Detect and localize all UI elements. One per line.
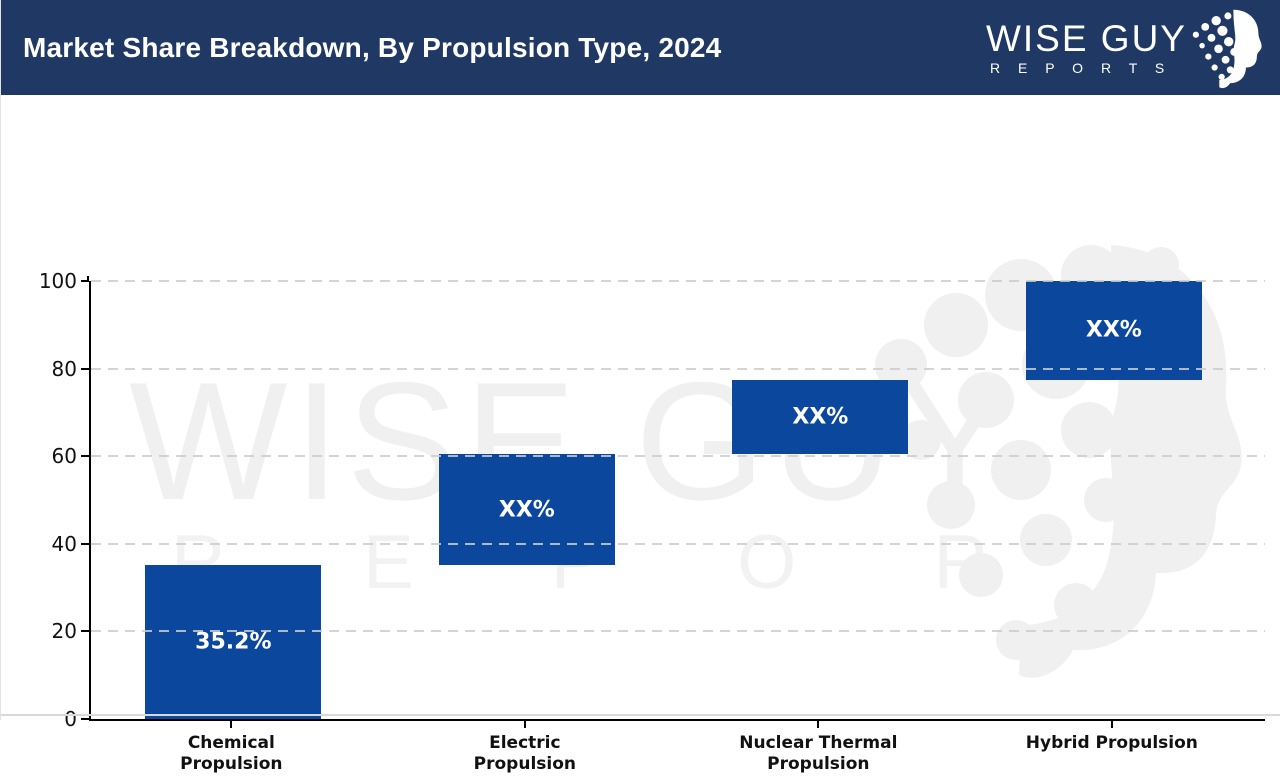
y-tick-mark (81, 280, 89, 282)
x-tick-mark (1110, 720, 1113, 728)
y-tick-label: 20 (51, 619, 77, 644)
y-axis-cap (87, 276, 89, 282)
gridline-80 (91, 367, 1265, 370)
bar-value-label: XX% (1085, 317, 1142, 343)
bar-chemical-propulsion (145, 564, 322, 719)
y-tick-label: 40 (51, 531, 77, 556)
gridline-60 (91, 455, 1265, 458)
logo-subtext: R E P O R T S (989, 59, 1172, 76)
y-tick-mark (81, 367, 89, 370)
y-tick-label: 100 (38, 269, 77, 293)
x-category-label: Electric Propulsion (473, 733, 577, 775)
y-tick-label: 0 (64, 707, 77, 731)
y-tick-mark (81, 455, 89, 458)
y-tick-mark (81, 630, 89, 633)
y-tick-mark (81, 542, 89, 545)
gridline-20 (91, 630, 1265, 633)
x-category-label: Hybrid Propulsion (1025, 733, 1198, 753)
y-tick-label: 80 (51, 356, 77, 381)
y-tick-label: 60 (51, 444, 77, 469)
x-category-label: Nuclear Thermal Propulsion (739, 733, 898, 775)
x-tick-mark (817, 720, 820, 728)
bar-hybrid-propulsion (1025, 281, 1202, 380)
bar-value-label: 35.2% (195, 629, 272, 655)
bar-electric-propulsion (438, 454, 615, 565)
chart-area: WISE GUY R E P O R T S 35.2%XX%XX%XX% Ch… (1, 95, 1280, 774)
logo-wordmark: WISE GUY (985, 17, 1187, 59)
wiseguy-face-icon (1192, 9, 1262, 88)
gridline-100 (91, 280, 1265, 282)
chart-title: Market Share Breakdown, By Propulsion Ty… (23, 31, 722, 63)
bar-value-label: XX% (792, 404, 849, 430)
x-tick-mark (230, 720, 233, 728)
y-tick-mark (81, 718, 89, 720)
x-category-label: Chemical Propulsion (180, 733, 283, 775)
bottom-border-line (1, 714, 1280, 716)
logo-text: WISE GUY R E P O R T S (986, 20, 1187, 76)
x-tick-mark (523, 720, 526, 728)
bar-nuclear-thermal-propulsion (732, 379, 909, 455)
gridline-40 (91, 542, 1265, 545)
plot-area: 35.2% XX% XX% XX% (89, 280, 1265, 721)
header-bar: Market Share Breakdown, By Propulsion Ty… (1, 0, 1280, 95)
wiseguy-logo: WISE GUY R E P O R T S (986, 5, 1267, 91)
bar-value-label: XX% (498, 497, 555, 523)
